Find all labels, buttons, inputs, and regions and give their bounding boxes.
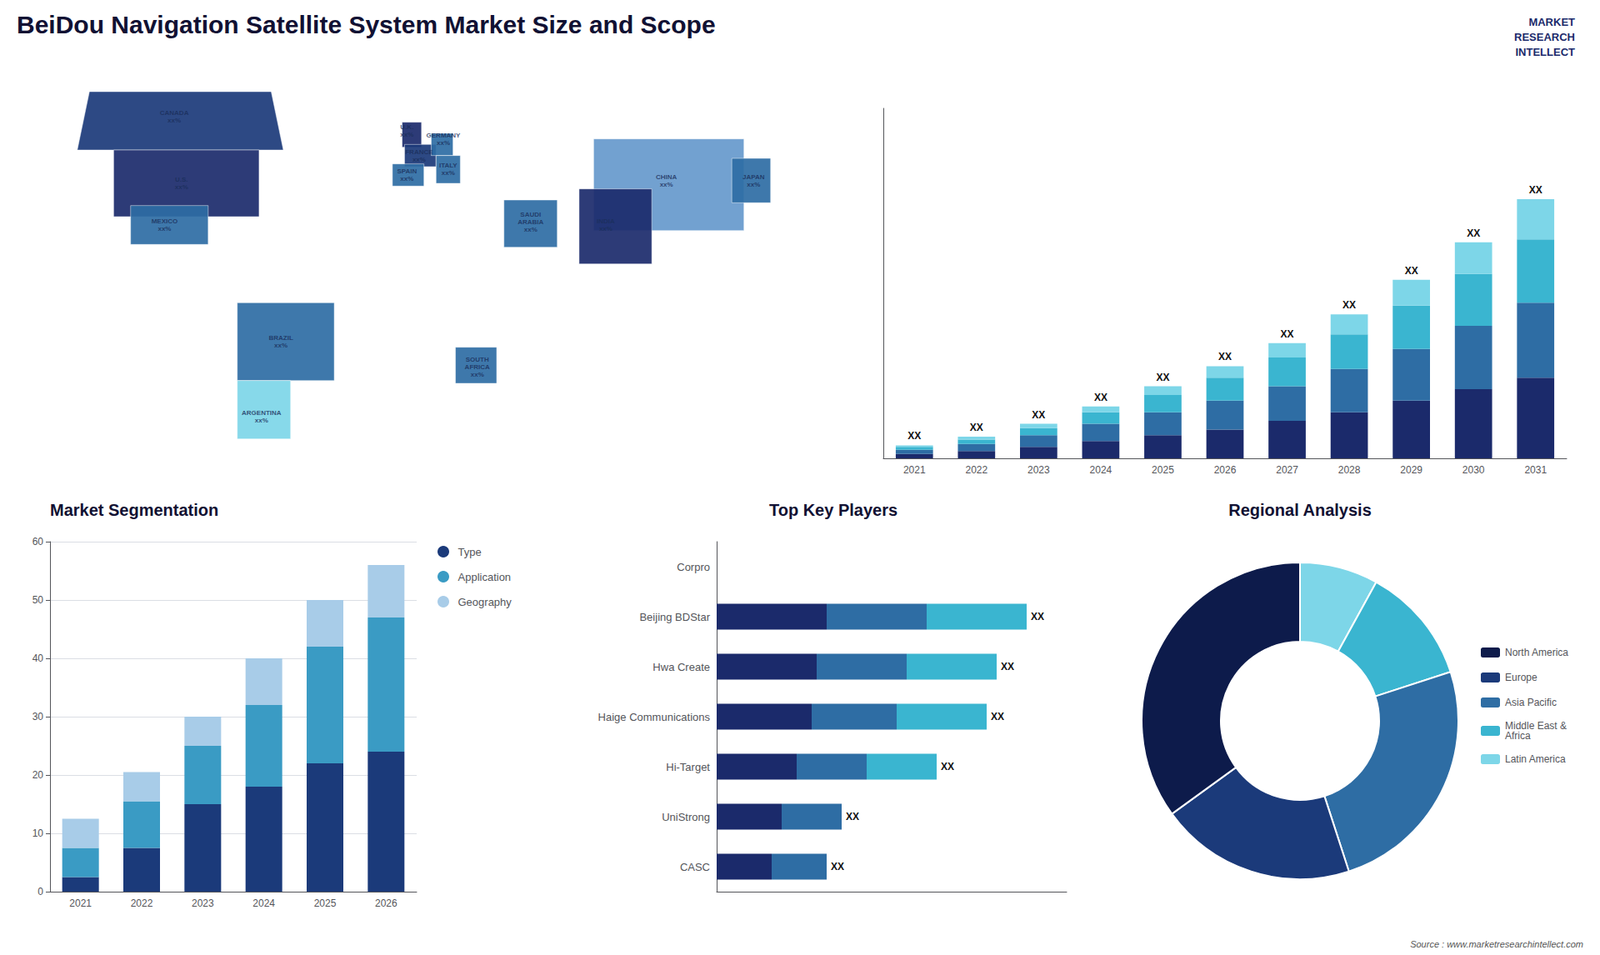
- svg-text:2028: 2028: [1338, 464, 1361, 476]
- svg-text:MEXICO: MEXICO: [151, 217, 179, 225]
- svg-text:xx%: xx%: [441, 169, 455, 177]
- svg-text:xx%: xx%: [175, 183, 189, 191]
- svg-text:xx%: xx%: [255, 416, 269, 425]
- svg-text:XX: XX: [1218, 350, 1232, 363]
- svg-text:XX: XX: [1529, 184, 1543, 196]
- svg-text:CHINA: CHINA: [655, 173, 678, 181]
- svg-text:Beijing BDStar: Beijing BDStar: [639, 610, 710, 624]
- svg-text:XX: XX: [940, 760, 955, 773]
- svg-text:xx%: xx%: [746, 180, 760, 189]
- svg-text:INTELLECT: INTELLECT: [1515, 45, 1576, 59]
- svg-text:30: 30: [32, 710, 45, 723]
- svg-text:2023: 2023: [1027, 464, 1050, 476]
- svg-text:XX: XX: [1405, 265, 1419, 277]
- svg-text:20: 20: [32, 769, 45, 781]
- svg-text:xx%: xx%: [470, 370, 485, 379]
- svg-text:XX: XX: [990, 710, 1005, 723]
- svg-text:XX: XX: [1031, 409, 1045, 421]
- svg-text:60: 60: [32, 535, 45, 548]
- svg-text:Africa: Africa: [1505, 730, 1531, 742]
- svg-text:Regional Analysis: Regional Analysis: [1228, 500, 1372, 520]
- svg-text:XX: XX: [1280, 328, 1295, 340]
- svg-text:AFRICA: AFRICA: [465, 363, 490, 371]
- svg-text:CASC: CASC: [680, 860, 710, 874]
- svg-text:2021: 2021: [903, 464, 926, 476]
- svg-text:2024: 2024: [1090, 464, 1113, 476]
- svg-text:XX: XX: [1000, 660, 1015, 673]
- svg-text:Hi-Target: Hi-Target: [665, 760, 710, 774]
- svg-text:U.S.: U.S.: [175, 175, 189, 184]
- svg-text:ITALY: ITALY: [439, 161, 458, 170]
- svg-text:40: 40: [32, 652, 45, 665]
- svg-text:Corpro: Corpro: [676, 560, 710, 574]
- svg-text:XX: XX: [1030, 610, 1045, 623]
- svg-text:Latin America: Latin America: [1505, 753, 1566, 765]
- svg-text:2023: 2023: [191, 897, 215, 910]
- svg-text:Haige Communications: Haige Communications: [598, 710, 711, 724]
- svg-text:xx%: xx%: [274, 341, 288, 350]
- svg-text:2025: 2025: [314, 897, 337, 910]
- svg-text:Asia Pacific: Asia Pacific: [1505, 696, 1557, 709]
- svg-text:XX: XX: [845, 810, 860, 823]
- svg-text:2025: 2025: [1151, 464, 1175, 476]
- svg-text:2026: 2026: [1214, 464, 1237, 476]
- svg-text:2027: 2027: [1275, 464, 1299, 476]
- svg-text:XX: XX: [907, 430, 921, 442]
- svg-text:Geography: Geography: [458, 595, 513, 609]
- svg-text:BRAZIL: BRAZIL: [268, 334, 293, 342]
- svg-text:2024: 2024: [252, 897, 275, 910]
- svg-text:INDIA: INDIA: [596, 217, 615, 225]
- svg-text:xx%: xx%: [400, 130, 414, 139]
- svg-text:xx%: xx%: [524, 225, 538, 234]
- svg-text:Top Key Players: Top Key Players: [769, 500, 898, 520]
- svg-text:Application: Application: [458, 570, 512, 584]
- svg-text:0: 0: [37, 885, 44, 898]
- svg-text:XX: XX: [1466, 227, 1480, 240]
- svg-text:BeiDou Navigation Satellite Sy: BeiDou Navigation Satellite System Marke…: [16, 10, 716, 39]
- svg-text:SAUDI: SAUDI: [520, 210, 541, 219]
- svg-text:50: 50: [32, 594, 45, 606]
- svg-text:Type: Type: [458, 545, 482, 559]
- svg-text:2026: 2026: [375, 897, 398, 910]
- svg-text:XX: XX: [830, 860, 845, 873]
- svg-text:MARKET: MARKET: [1528, 15, 1575, 29]
- svg-text:FRANCE: FRANCE: [405, 148, 434, 156]
- svg-text:Source : www.marketresearchint: Source : www.marketresearchintellect.com: [1410, 939, 1584, 950]
- svg-text:Europe: Europe: [1505, 671, 1538, 684]
- svg-text:XX: XX: [1342, 299, 1356, 311]
- svg-text:xx%: xx%: [167, 116, 181, 125]
- svg-text:xx%: xx%: [436, 139, 450, 147]
- svg-text:North America: North America: [1505, 646, 1569, 659]
- svg-text:RESEARCH: RESEARCH: [1514, 30, 1575, 44]
- svg-text:xx%: xx%: [412, 155, 426, 164]
- svg-text:ARGENTINA: ARGENTINA: [241, 409, 282, 417]
- svg-text:xx%: xx%: [660, 180, 674, 189]
- svg-text:ARABIA: ARABIA: [517, 218, 544, 226]
- svg-text:2031: 2031: [1524, 464, 1547, 476]
- svg-text:JAPAN: JAPAN: [742, 173, 765, 181]
- svg-text:xx%: xx%: [157, 225, 171, 233]
- svg-text:2021: 2021: [69, 897, 92, 910]
- svg-text:xx%: xx%: [599, 225, 613, 233]
- svg-text:xx%: xx%: [400, 175, 414, 183]
- svg-text:2022: 2022: [965, 464, 988, 476]
- svg-text:Market Segmentation: Market Segmentation: [50, 500, 219, 520]
- svg-text:SPAIN: SPAIN: [396, 167, 417, 175]
- svg-text:UniStrong: UniStrong: [661, 810, 710, 824]
- svg-text:XX: XX: [1094, 391, 1108, 404]
- svg-text:2030: 2030: [1462, 464, 1485, 476]
- svg-text:Middle East &: Middle East &: [1505, 720, 1567, 732]
- svg-text:U.K.: U.K.: [400, 123, 414, 131]
- svg-text:XX: XX: [1155, 371, 1170, 384]
- svg-text:10: 10: [32, 827, 45, 840]
- svg-text:2029: 2029: [1400, 464, 1423, 476]
- svg-text:Hwa Create: Hwa Create: [652, 660, 710, 674]
- svg-text:GERMANY: GERMANY: [426, 131, 462, 140]
- svg-text:2022: 2022: [130, 897, 154, 910]
- svg-text:CANADA: CANADA: [160, 109, 190, 117]
- svg-text:SOUTH: SOUTH: [465, 355, 490, 364]
- svg-text:XX: XX: [970, 421, 984, 434]
